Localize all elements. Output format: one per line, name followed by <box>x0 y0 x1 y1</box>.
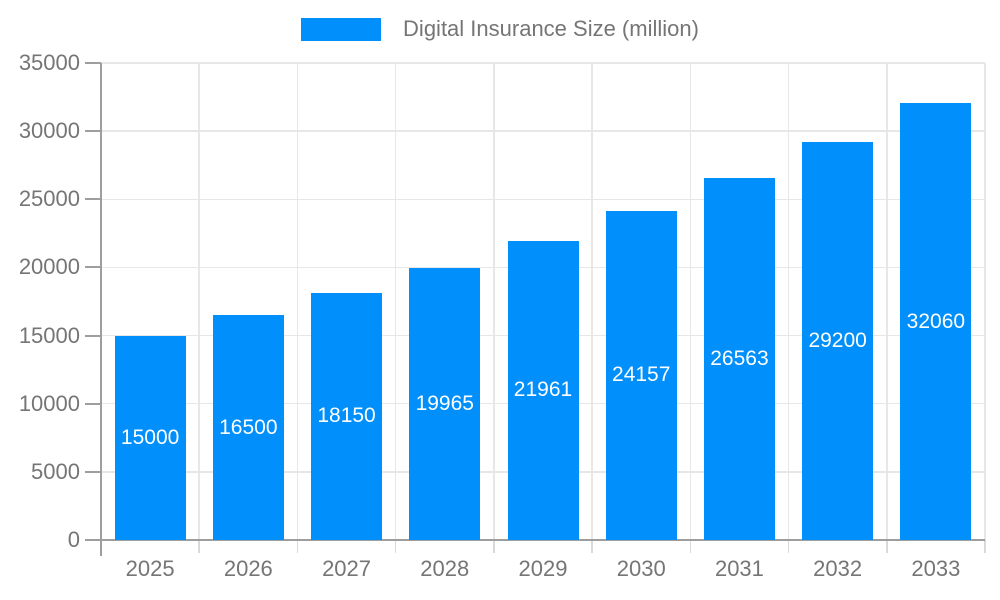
bar-value-label: 26563 <box>710 346 769 370</box>
y-axis-line <box>100 63 102 556</box>
h-gridline <box>101 130 985 132</box>
v-gridline <box>787 63 790 540</box>
x-tick-mark <box>984 540 986 553</box>
bar-value-label: 19965 <box>415 391 474 415</box>
bar[interactable]: 16500 <box>212 315 284 540</box>
y-tick-label: 30000 <box>18 118 80 144</box>
x-tick-label: 2033 <box>911 556 961 581</box>
bar[interactable]: 19965 <box>409 267 481 540</box>
y-tick-mark <box>85 266 101 269</box>
y-tick-mark <box>85 198 101 201</box>
v-gridline <box>689 63 692 540</box>
bar[interactable]: 29200 <box>802 142 874 540</box>
bar[interactable]: 15000 <box>114 335 186 540</box>
v-gridline <box>198 63 200 540</box>
v-gridline <box>296 63 299 540</box>
bar[interactable]: 18150 <box>311 292 383 540</box>
bar-value-label: 15000 <box>120 425 180 449</box>
bar-value-label: 18150 <box>317 404 376 428</box>
bar[interactable]: 26563 <box>703 177 775 540</box>
v-gridline <box>886 63 888 540</box>
x-tick-mark <box>886 540 888 553</box>
bar[interactable]: 24157 <box>605 210 677 540</box>
x-tick-mark <box>689 540 692 553</box>
bar-value-label: 29200 <box>808 329 867 352</box>
y-tick-mark <box>85 130 101 133</box>
x-tick-label: 2025 <box>125 556 175 581</box>
legend-swatch <box>301 17 382 41</box>
y-tick-label: 10000 <box>18 390 80 416</box>
y-tick-mark <box>85 470 101 473</box>
x-tick-mark <box>394 540 397 553</box>
v-gridline <box>493 63 495 540</box>
x-tick-mark <box>591 540 593 553</box>
bar-value-label: 24157 <box>612 363 671 387</box>
x-tick-label: 2028 <box>420 556 470 581</box>
y-tick-mark <box>85 402 101 405</box>
v-gridline <box>591 63 593 540</box>
y-tick-label: 5000 <box>31 458 80 484</box>
bar-value-label: 21961 <box>513 378 573 402</box>
x-tick-label: 2027 <box>322 556 372 581</box>
y-tick-label: 25000 <box>18 186 80 212</box>
v-gridline <box>394 63 397 540</box>
x-tick-mark <box>198 540 200 553</box>
legend-label: Digital Insurance Size (million) <box>403 16 699 41</box>
bar[interactable]: 32060 <box>900 103 972 540</box>
x-tick-label: 2029 <box>518 556 568 581</box>
x-tick-label: 2026 <box>223 556 273 581</box>
y-tick-label: 0 <box>67 527 80 552</box>
y-tick-mark <box>85 62 101 64</box>
x-tick-label: 2031 <box>714 556 764 581</box>
bar-value-label: 32060 <box>906 309 966 333</box>
legend[interactable]: Digital Insurance Size (million) <box>0 16 1000 42</box>
x-tick-label: 2030 <box>616 556 666 581</box>
h-gridline <box>101 198 985 201</box>
v-gridline <box>984 63 986 540</box>
x-tick-label: 2032 <box>813 556 863 581</box>
y-tick-label: 35000 <box>18 50 80 75</box>
y-tick-mark <box>85 334 101 337</box>
y-tick-mark <box>85 539 101 541</box>
h-gridline <box>101 62 985 64</box>
x-tick-mark <box>493 540 495 553</box>
y-tick-label: 20000 <box>18 254 80 280</box>
bar-value-label: 16500 <box>219 415 278 439</box>
x-axis-line <box>101 539 985 541</box>
y-tick-label: 15000 <box>18 322 80 348</box>
bar[interactable]: 21961 <box>507 240 579 540</box>
x-tick-mark <box>787 540 790 553</box>
x-tick-mark <box>296 540 299 553</box>
